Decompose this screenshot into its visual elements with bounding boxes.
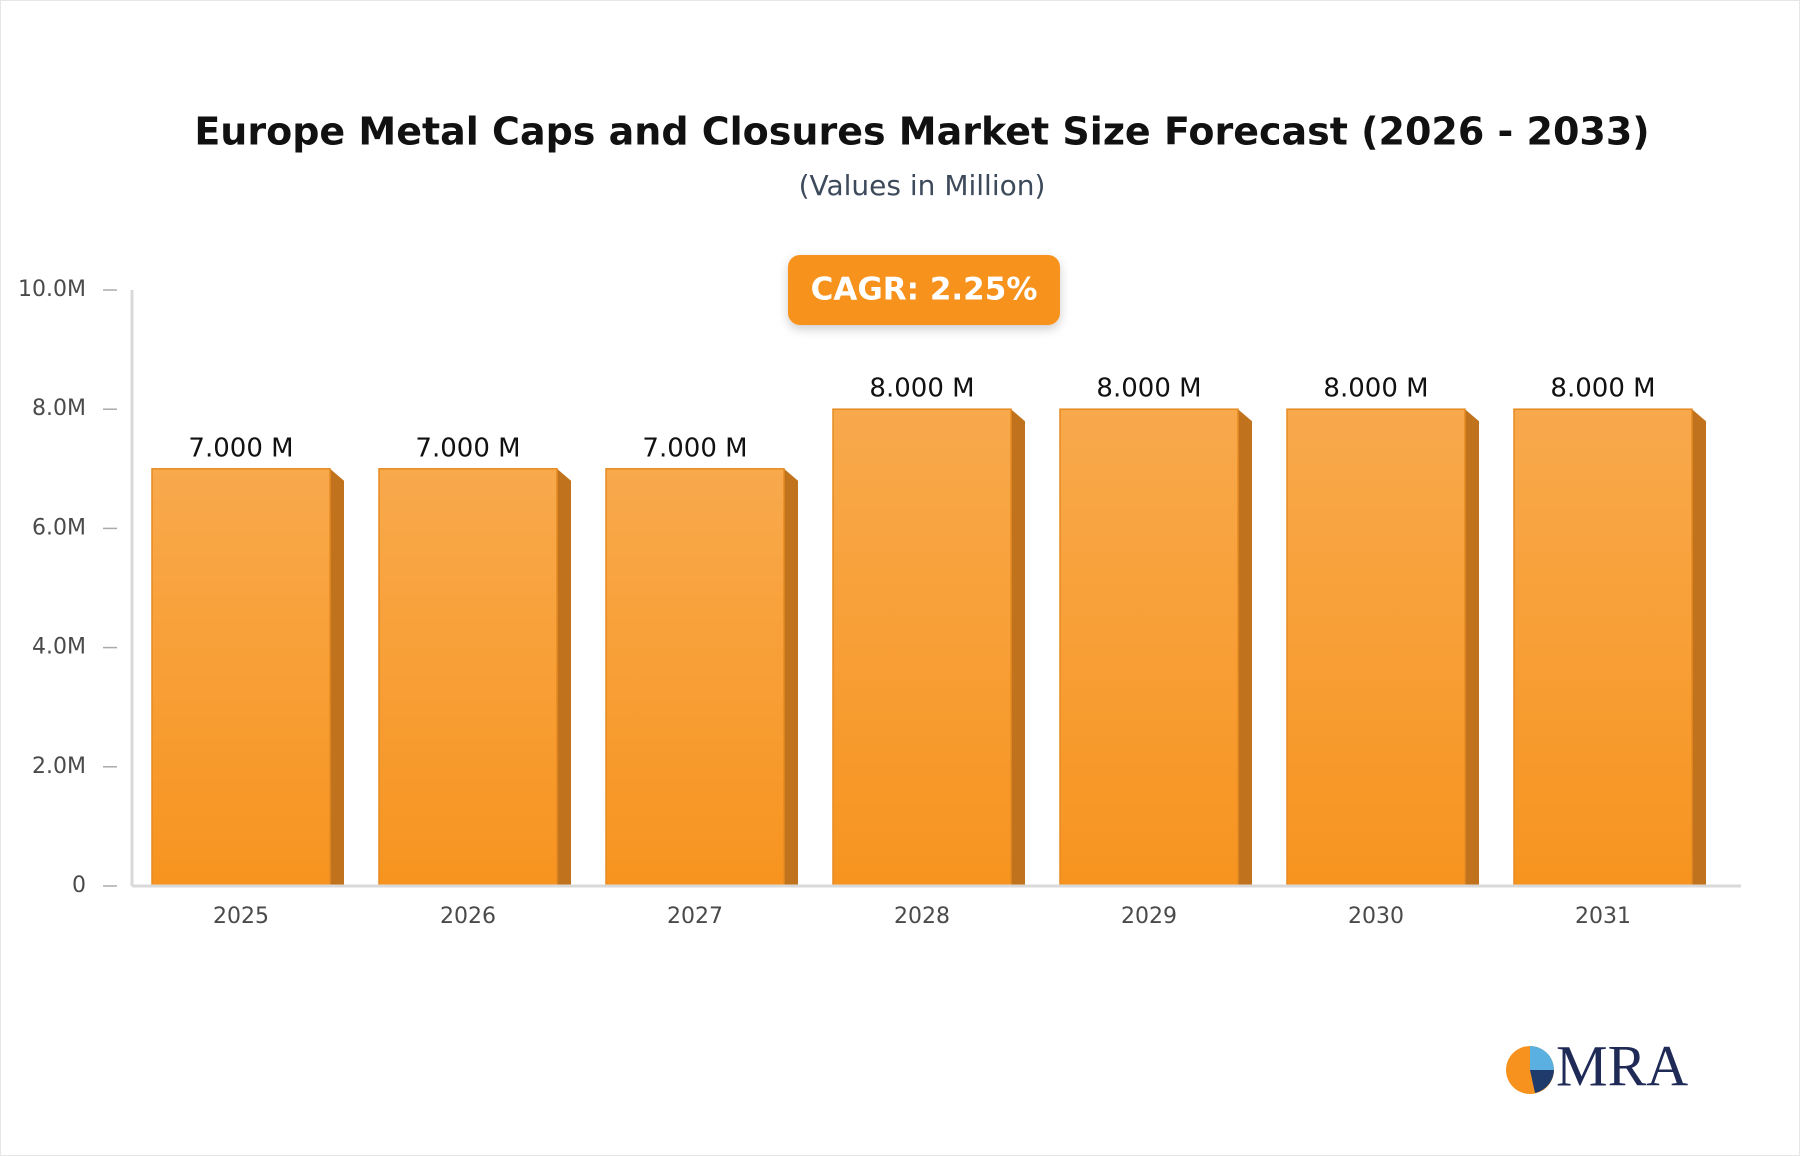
value-label: 7.000 M <box>642 433 747 463</box>
x-tick-label: 2031 <box>1575 904 1631 929</box>
bar-side <box>1692 409 1706 886</box>
cagr-badge <box>788 255 1060 325</box>
cagr-annotation: CAGR: 2.25% <box>811 272 1038 308</box>
value-label: 8.000 M <box>1096 374 1201 404</box>
value-label: 7.000 M <box>415 433 520 463</box>
bar <box>378 468 558 887</box>
bar-side <box>1011 409 1025 886</box>
bar-side <box>557 468 571 886</box>
logo-text: MRA <box>1556 1033 1688 1098</box>
value-label: 8.000 M <box>1550 374 1655 404</box>
bar <box>1513 408 1693 887</box>
x-tick-label: 2028 <box>894 904 950 929</box>
y-tick-label: 0 <box>72 873 86 898</box>
bar <box>151 468 331 887</box>
chart-subtitle: (Values in Million) <box>799 169 1046 202</box>
x-tick-label: 2027 <box>667 904 723 929</box>
y-tick-label: 4.0M <box>32 635 86 660</box>
y-tick-label: 6.0M <box>32 515 86 540</box>
logo-icon-slice <box>1530 1070 1554 1093</box>
bar <box>1286 408 1466 887</box>
y-tick-label: 10.0M <box>18 277 86 302</box>
value-label: 8.000 M <box>869 374 974 404</box>
chart-title: Europe Metal Caps and Closures Market Si… <box>194 110 1649 154</box>
x-tick-label: 2026 <box>440 904 496 929</box>
y-tick-label: 2.0M <box>32 754 86 779</box>
bar <box>605 468 785 887</box>
logo-icon-slice <box>1530 1046 1554 1070</box>
x-tick-label: 2025 <box>213 904 269 929</box>
x-tick-label: 2030 <box>1348 904 1404 929</box>
bar-side <box>784 468 798 886</box>
logo: MRA <box>1506 1033 1688 1098</box>
x-tick-label: 2029 <box>1121 904 1177 929</box>
y-tick-label: 8.0M <box>32 396 86 421</box>
value-label: 7.000 M <box>188 433 293 463</box>
bar-side <box>1465 409 1479 886</box>
bar <box>832 408 1012 887</box>
bar-side <box>330 468 344 886</box>
bar-side <box>1238 409 1252 886</box>
bar <box>1059 408 1239 887</box>
value-label: 8.000 M <box>1323 374 1428 404</box>
